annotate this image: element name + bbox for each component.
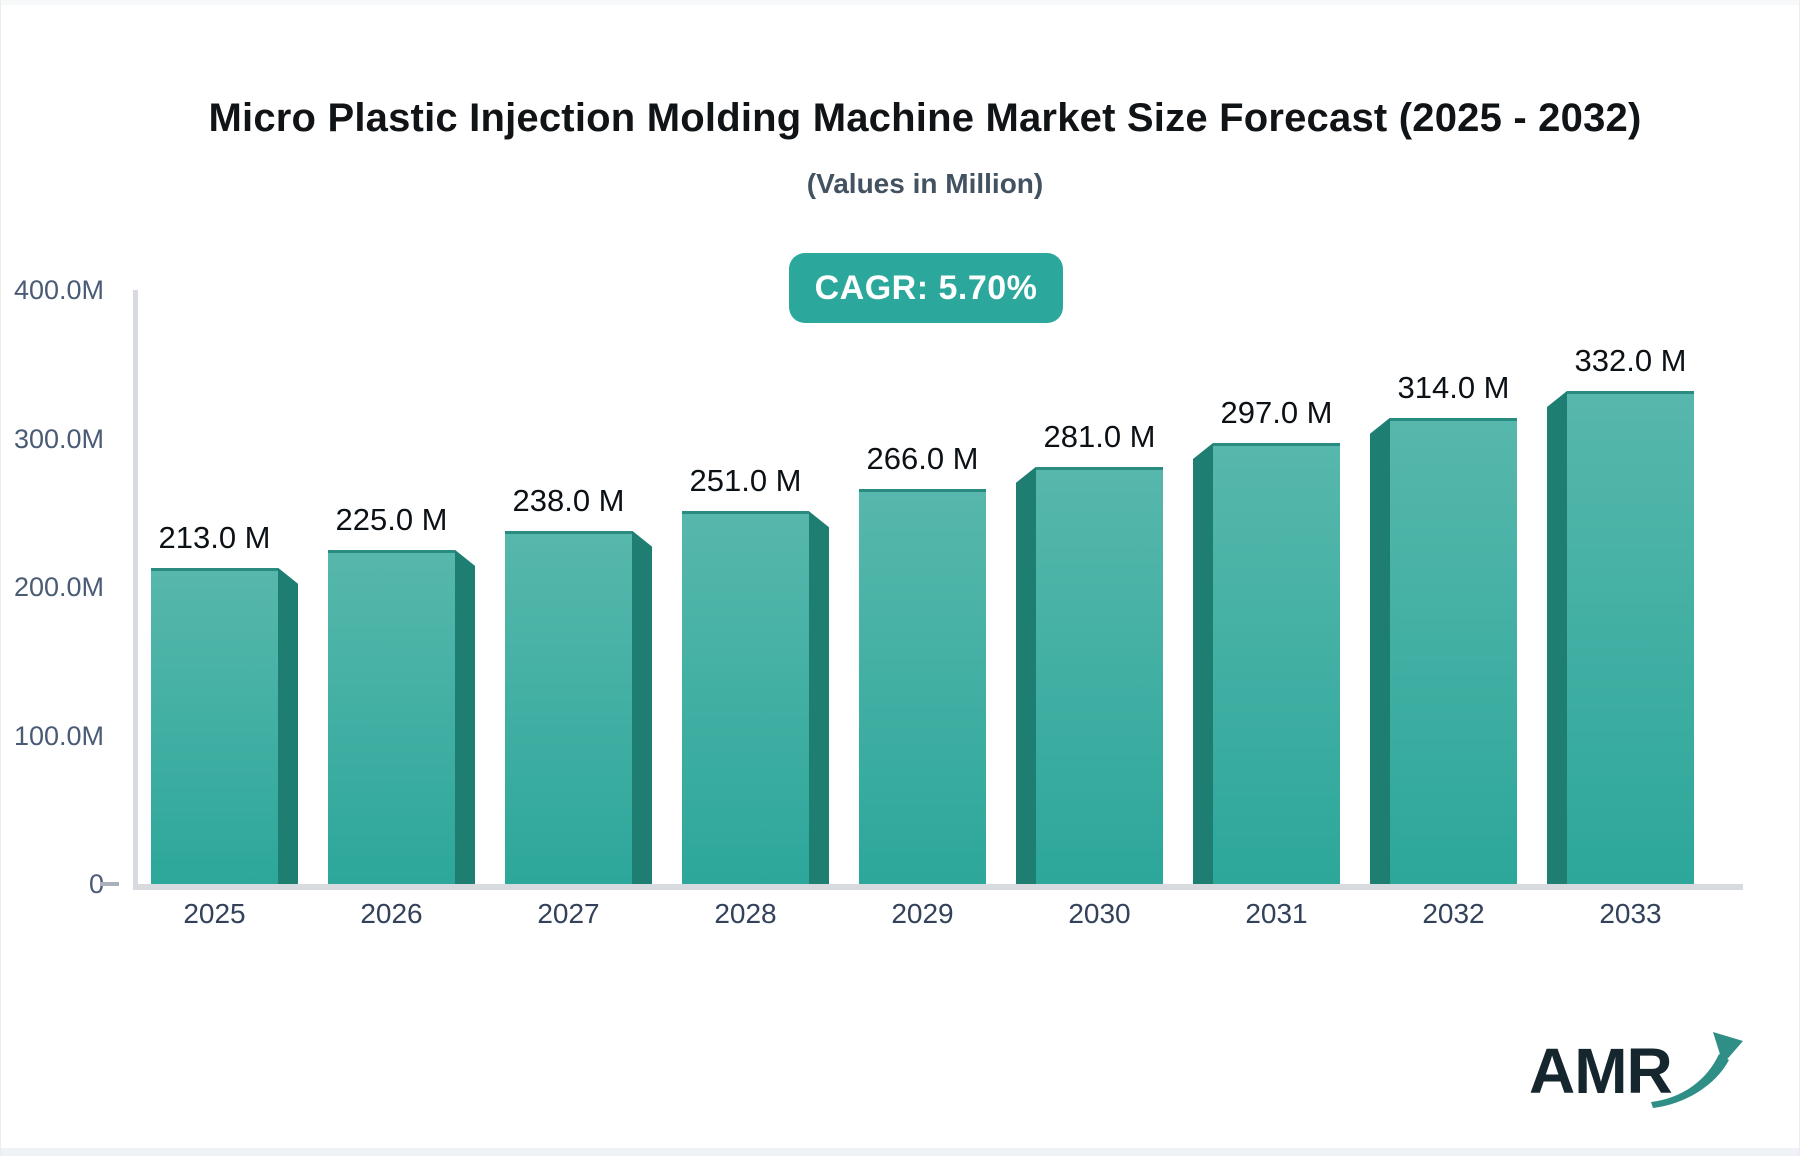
y-axis-tick-label: 100.0M [13, 720, 104, 751]
bar-side-face [1193, 442, 1213, 884]
bar-front-face [328, 549, 455, 884]
x-axis-tick-label: 2033 [1599, 898, 1662, 929]
chart-title: Micro Plastic Injection Molding Machine … [208, 96, 1642, 140]
bar-side-face [278, 567, 298, 884]
bar-value-label: 281.0 M [1043, 418, 1156, 454]
x-axis-tick-label: 2027 [537, 898, 600, 929]
x-axis-tick-label: 2030 [1068, 898, 1131, 929]
amr-logo: AMR [1529, 1028, 1743, 1113]
y-axis-tick-label: 200.0M [13, 572, 104, 602]
zero-tick-mark [101, 882, 119, 886]
bar-front-face [1390, 417, 1517, 884]
bar-side-face [1547, 390, 1567, 884]
bar-value-label: 238.0 M [512, 482, 625, 518]
x-axis-tick-label: 2032 [1422, 898, 1485, 929]
top-edge-strip [1, 0, 1799, 5]
chart-subtitle: (Values in Million) [806, 168, 1044, 199]
y-axis-tick-label: 0 [88, 869, 104, 899]
bar-value-label: 213.0 M [158, 519, 271, 555]
bar-side-face [455, 549, 475, 884]
x-axis-line [133, 884, 1743, 890]
x-axis-tick-label: 2031 [1245, 898, 1308, 929]
bar-side-face [1016, 466, 1036, 884]
bottom-edge-strip [1, 1148, 1799, 1156]
upward-trend-arrow-icon [1651, 1032, 1743, 1108]
bar-front-face [1036, 466, 1163, 884]
bar-front-face [505, 530, 632, 884]
bar-value-label: 297.0 M [1220, 394, 1333, 430]
bar-front-face [151, 567, 278, 884]
bar-front-face [1567, 390, 1694, 884]
bar-value-label: 314.0 M [1397, 369, 1510, 405]
logo-text: AMR [1529, 1035, 1673, 1107]
bar-value-label: 225.0 M [335, 501, 448, 537]
bar-value-label: 251.0 M [689, 463, 802, 499]
bar-value-label: 332.0 M [1574, 342, 1687, 378]
y-axis-tick-label: 300.0M [13, 423, 104, 454]
x-axis-tick-label: 2028 [714, 898, 777, 929]
bar-front-face [682, 511, 809, 884]
bar-front-face [859, 488, 986, 884]
y-axis-line [133, 290, 138, 890]
bar-front-face [1213, 442, 1340, 884]
bar-side-face [1370, 417, 1390, 884]
bar-side-face [632, 530, 652, 884]
bar-value-label: 266.0 M [866, 440, 979, 476]
bar-side-face [809, 511, 829, 884]
y-axis-tick-label: 400.0M [13, 275, 104, 305]
x-axis-tick-label: 2025 [183, 898, 246, 929]
cagr-badge: CAGR: 5.70% [789, 253, 1063, 323]
x-axis-tick-label: 2029 [891, 898, 954, 929]
x-axis-tick-label: 2026 [360, 898, 423, 929]
